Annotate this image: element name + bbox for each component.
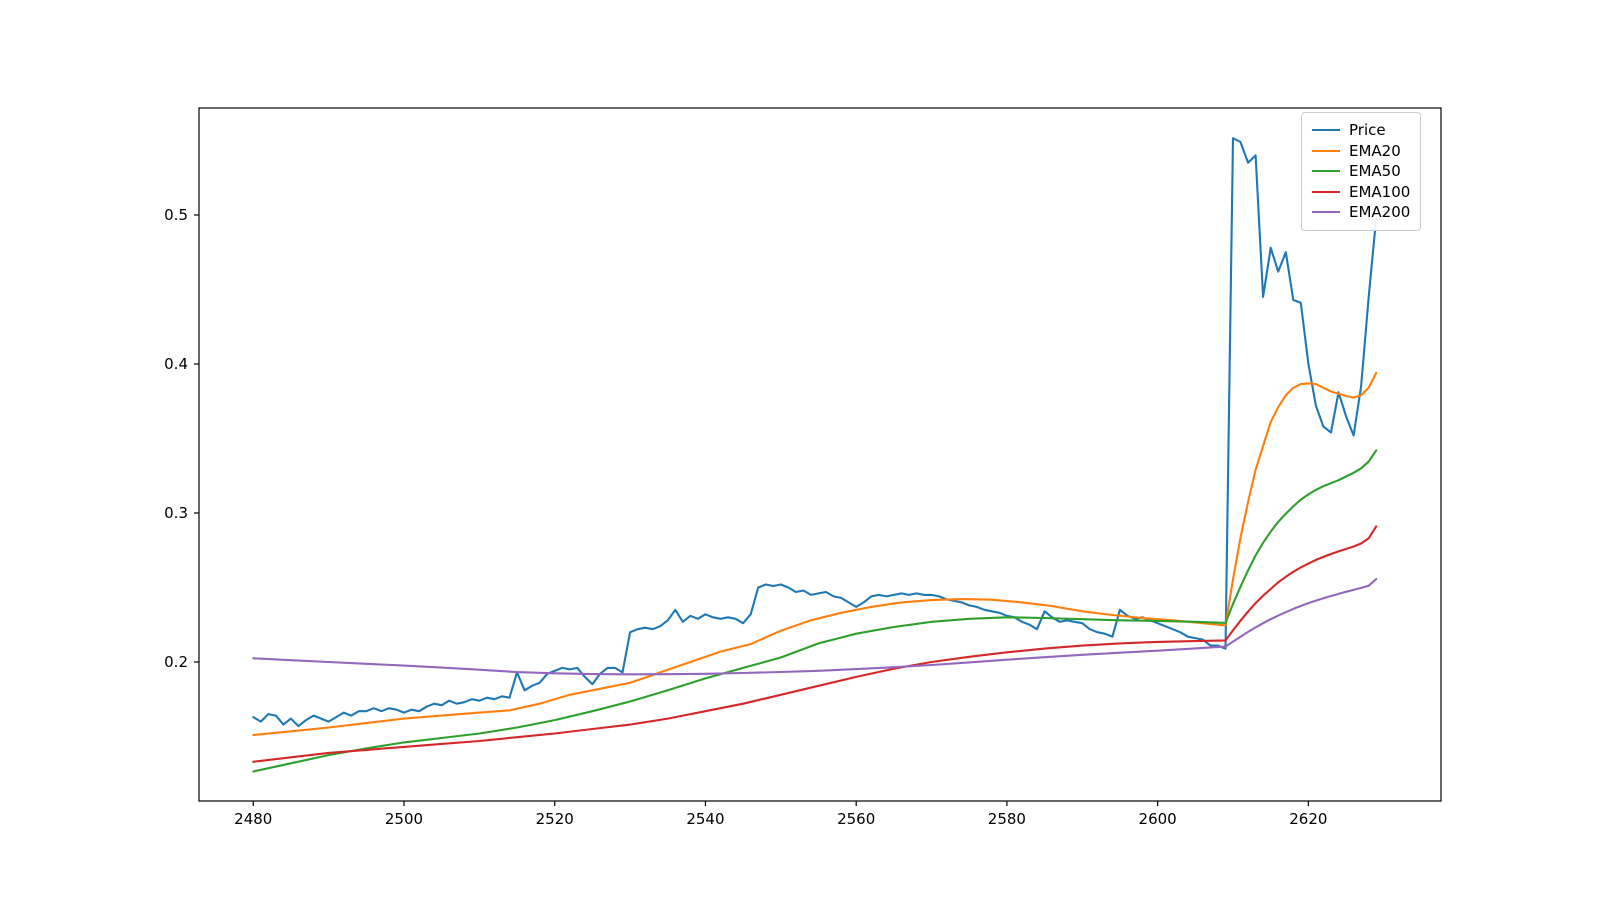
legend-label: EMA50: [1349, 162, 1401, 180]
x-tick-label: 2560: [837, 810, 875, 828]
y-tick-label: 0.4: [164, 355, 188, 373]
axes-frame: [198, 107, 1442, 802]
x-tick-label: 2600: [1139, 810, 1177, 828]
series-line-ema20: [252, 371, 1378, 737]
legend-label: EMA20: [1349, 141, 1401, 160]
legend-line-icon: [1312, 129, 1340, 132]
legend-item-ema50: EMA50: [1312, 161, 1410, 182]
legend-line-icon: [1312, 170, 1340, 173]
x-tick-label: 2500: [385, 810, 423, 828]
x-tick-label: 2620: [1289, 810, 1327, 828]
legend-item-ema100: EMA100: [1312, 182, 1410, 203]
legend-item-ema20: EMA20: [1312, 141, 1410, 162]
y-tick-label: 0.3: [164, 504, 188, 522]
series-line-ema200: [252, 578, 1378, 676]
series-line-price: [252, 137, 1378, 728]
legend-label: EMA100: [1349, 182, 1411, 201]
ticks-layer: 2480 2500 2520 2540 2560 2580 2600 2620 0.2 0.3 0.…: [164, 206, 1327, 828]
x-tick-label: 2580: [988, 810, 1026, 828]
x-tick-label: 2540: [686, 810, 724, 828]
y-tick-label: 0.2: [164, 653, 188, 671]
legend-line-icon: [1312, 149, 1340, 152]
legend-label: EMA200: [1349, 203, 1411, 221]
x-tick-label: 2480: [234, 810, 272, 828]
legend-line-icon: [1312, 190, 1340, 193]
series-line-ema100: [252, 525, 1378, 763]
legend-line-icon: [1312, 211, 1340, 214]
y-tick-label: 0.5: [164, 206, 188, 224]
series-line-ema50: [252, 449, 1378, 773]
legend-item-ema200: EMA200: [1312, 202, 1410, 223]
x-tick-label: 2520: [536, 810, 574, 828]
series-layer: [252, 137, 1378, 773]
legend-item-price: Price: [1312, 120, 1410, 141]
legend: Price EMA20 EMA50 EMA100 EMA200: [1301, 112, 1422, 231]
legend-label: Price: [1349, 121, 1386, 139]
